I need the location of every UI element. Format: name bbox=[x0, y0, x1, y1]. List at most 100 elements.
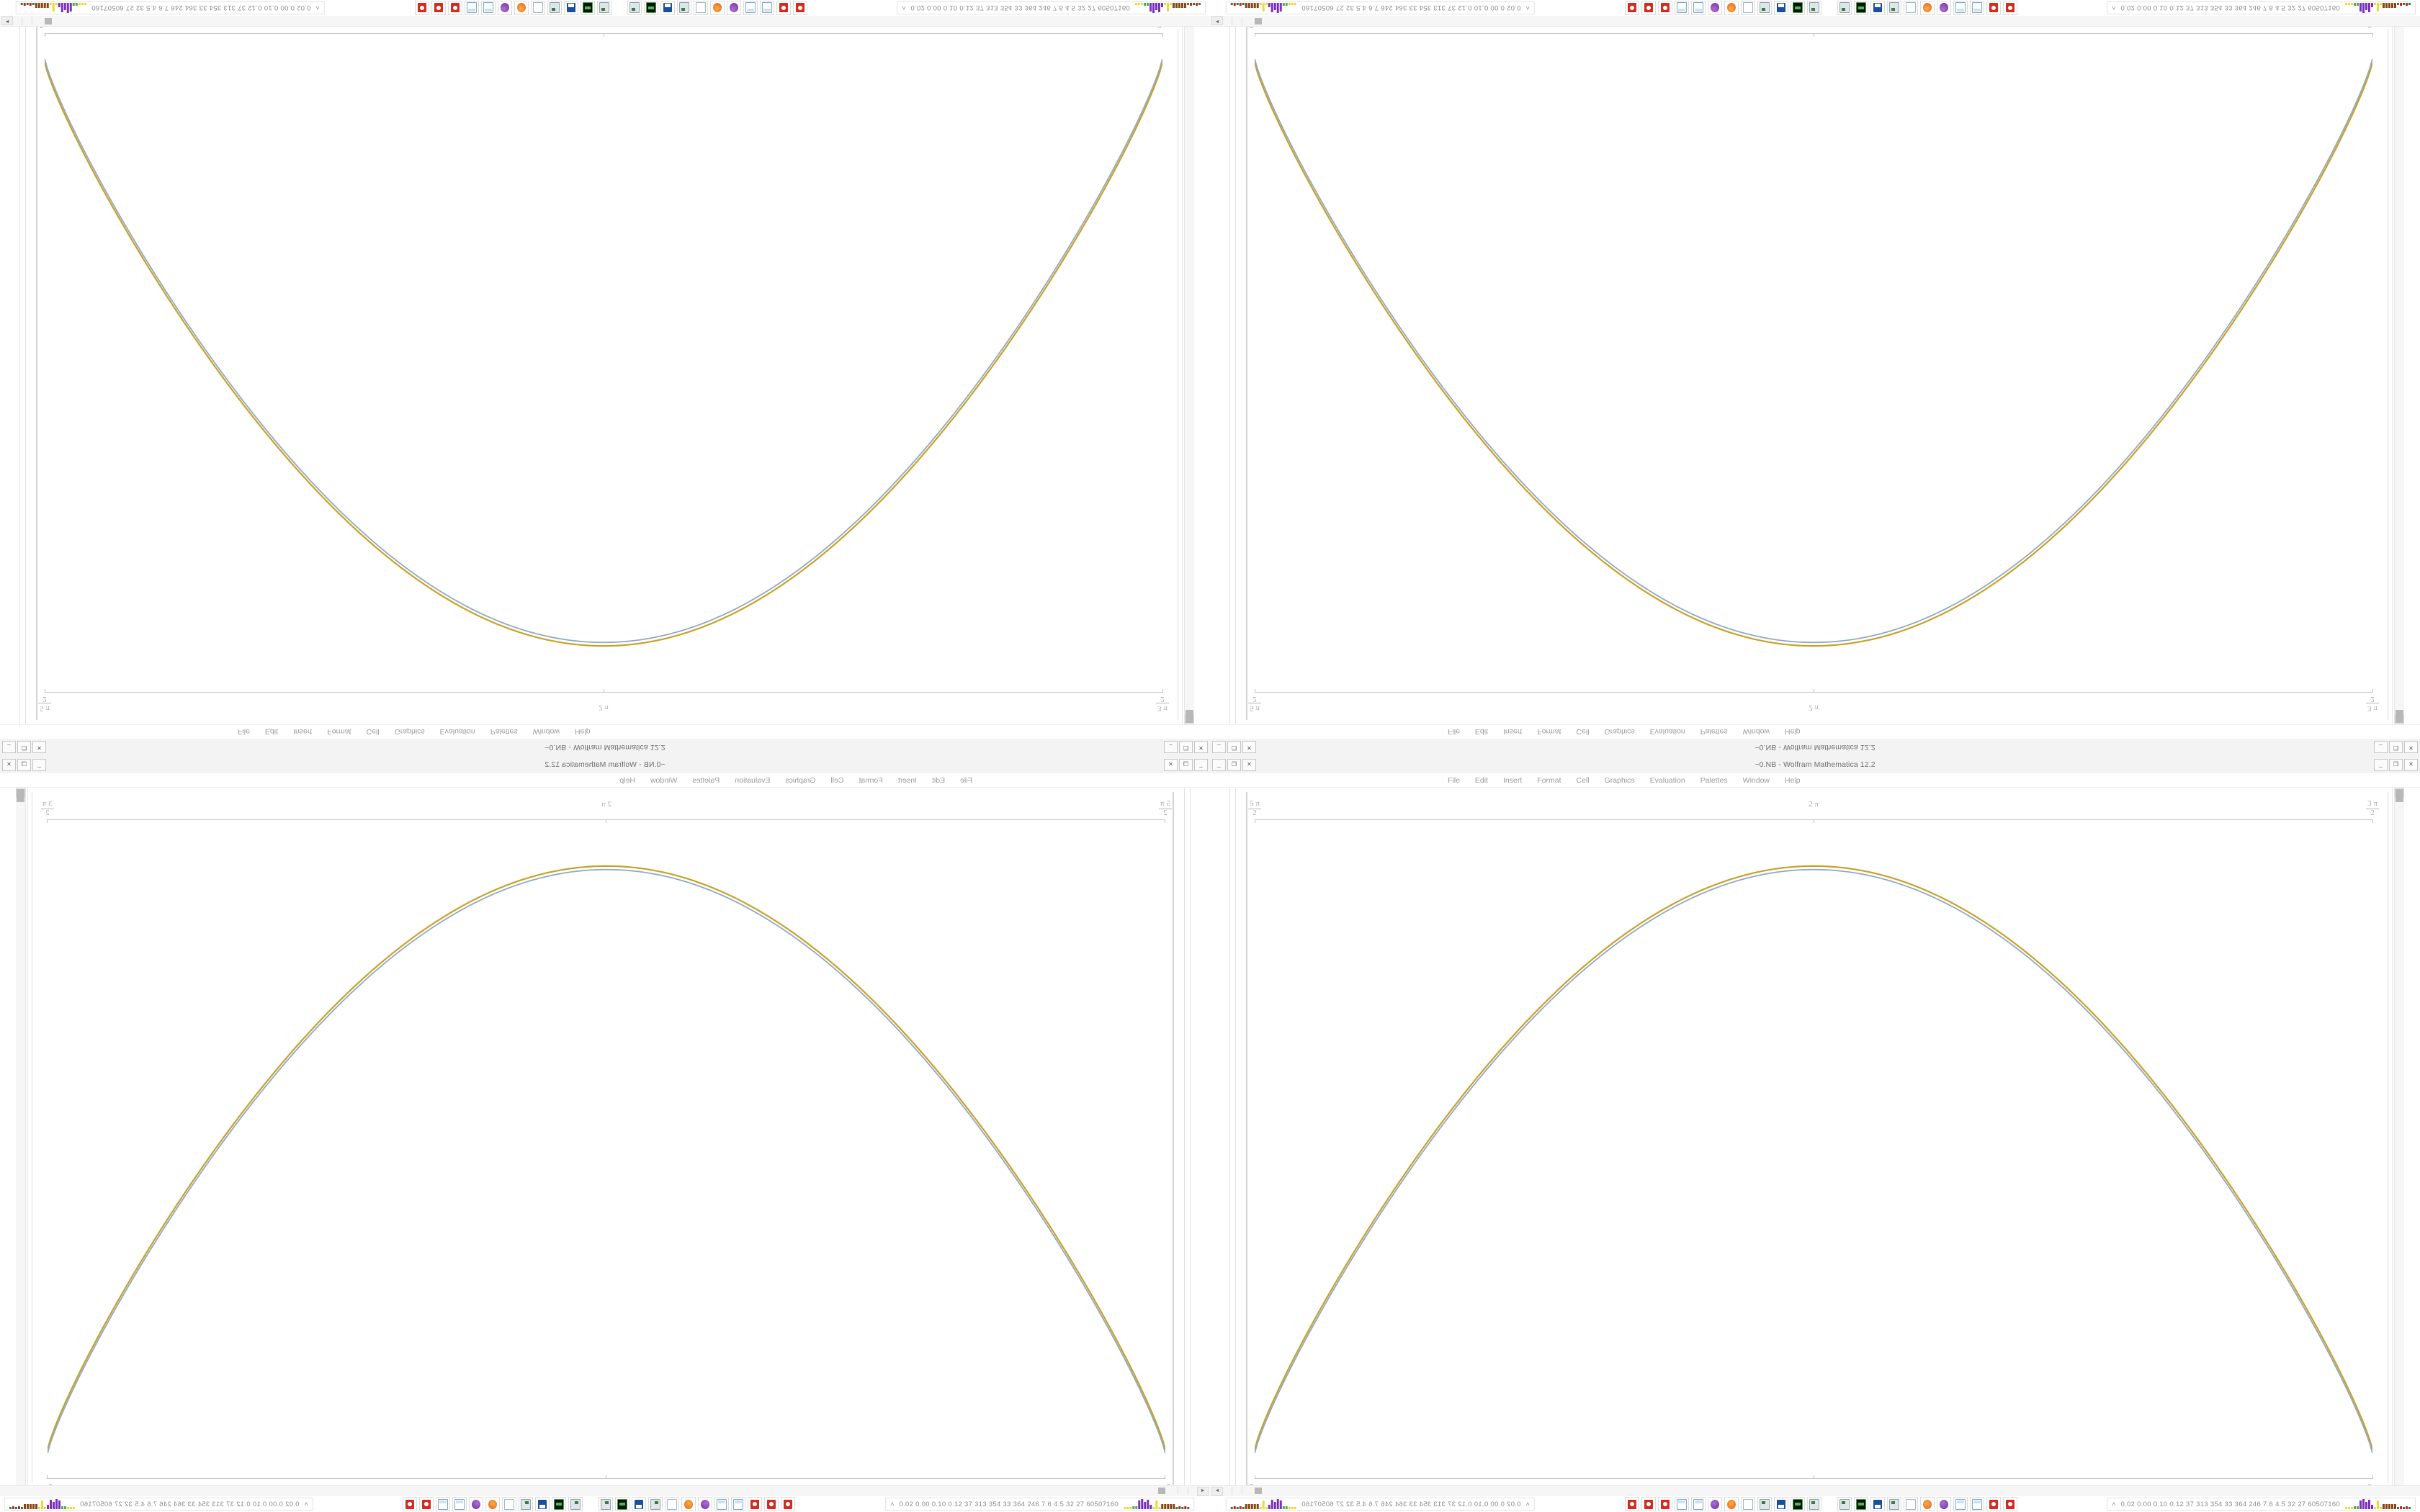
scrollbar-thumb[interactable] bbox=[17, 789, 24, 802]
scroll-left-arrow[interactable]: ◄ bbox=[1, 16, 13, 25]
maximize-button[interactable]: ❐ bbox=[1179, 758, 1193, 771]
menu-item-cell[interactable]: Cell bbox=[1576, 775, 1590, 785]
scrollbar-thumb[interactable] bbox=[1186, 710, 1193, 723]
calculator-icon[interactable] bbox=[1953, 1497, 1968, 1511]
menu-item-cell[interactable]: Cell bbox=[830, 775, 844, 785]
maximize-button[interactable]: ❐ bbox=[1179, 741, 1193, 754]
monitor-icon[interactable] bbox=[1757, 1, 1772, 15]
terminal-icon[interactable] bbox=[1853, 1497, 1868, 1511]
plot-output-cell[interactable]: 5 π22 π3 π2 5 π22 π3 π2 bbox=[41, 793, 1172, 1508]
plot-output-cell[interactable]: 5 π22 π3 π2 5 π22 π3 π2 bbox=[38, 4, 1169, 719]
gear-icon[interactable] bbox=[419, 1497, 434, 1511]
floppy-disk-icon[interactable] bbox=[1870, 1497, 1885, 1511]
menu-item-format[interactable]: Format bbox=[1537, 727, 1561, 737]
calculator-icon[interactable] bbox=[1674, 1497, 1689, 1511]
purple-orb-icon[interactable] bbox=[698, 1497, 713, 1511]
menu-item-format[interactable]: Format bbox=[1537, 775, 1561, 785]
close-button[interactable]: ✕ bbox=[1242, 758, 1256, 771]
purple-orb-icon[interactable] bbox=[1707, 1497, 1722, 1511]
menu-item-palettes[interactable]: Palettes bbox=[490, 727, 518, 737]
system-tray[interactable]: ˄ 0.02 0.00 0.10 0.12 37 313 354 33 364 2… bbox=[16, 1, 325, 14]
remote-desktop-icon[interactable] bbox=[596, 1, 611, 15]
floppy-disk-icon[interactable] bbox=[1870, 1, 1885, 15]
maximize-button[interactable]: ❐ bbox=[1227, 741, 1241, 754]
gear-icon[interactable] bbox=[431, 1, 446, 15]
maximize-button[interactable]: ❐ bbox=[17, 741, 31, 754]
horizontal-scrollbar[interactable]: ◄ bbox=[1210, 1485, 2420, 1496]
tray-expand-icon[interactable]: ˄ bbox=[1525, 1500, 1530, 1508]
monitor-icon[interactable] bbox=[676, 1, 691, 15]
floppy-disk-icon[interactable] bbox=[1773, 1, 1788, 15]
gear-icon[interactable] bbox=[1641, 1497, 1656, 1511]
cell-bracket[interactable] bbox=[36, 1, 37, 720]
maximize-button[interactable]: ❐ bbox=[17, 758, 31, 771]
system-tray[interactable]: ˄ 0.02 0.00 0.10 0.12 37 313 354 33 364 2… bbox=[2107, 1498, 2416, 1511]
menu-item-window[interactable]: Window bbox=[1742, 775, 1770, 785]
calculator-icon[interactable] bbox=[1969, 1497, 1984, 1511]
terminal-icon[interactable] bbox=[1790, 1497, 1805, 1511]
notepad-icon[interactable] bbox=[693, 1, 708, 15]
gear-icon[interactable] bbox=[781, 1497, 796, 1511]
firefox-icon[interactable] bbox=[485, 1497, 501, 1511]
menu-item-format[interactable]: Format bbox=[859, 775, 883, 785]
gear-icon[interactable] bbox=[2002, 1497, 2017, 1511]
scroll-left-arrow[interactable]: ◄ bbox=[1211, 1487, 1223, 1496]
floppy-disk-icon[interactable] bbox=[1773, 1497, 1788, 1511]
menu-item-help[interactable]: Help bbox=[575, 727, 591, 737]
calculator-icon[interactable] bbox=[731, 1497, 746, 1511]
vertical-scrollbar[interactable]: ▲ ▼ bbox=[2394, 788, 2404, 1512]
notepad-icon[interactable] bbox=[1903, 1, 1918, 15]
system-tray[interactable]: ˄ 0.02 0.00 0.10 0.12 37 313 354 33 364 2… bbox=[4, 1498, 313, 1511]
gear-icon[interactable] bbox=[403, 1497, 418, 1511]
notepad-icon[interactable] bbox=[530, 1, 545, 15]
gear-icon[interactable] bbox=[1624, 1, 1639, 15]
scrollbar-thumb[interactable] bbox=[2396, 789, 2403, 802]
gear-icon[interactable] bbox=[414, 1, 429, 15]
calculator-icon[interactable] bbox=[1690, 1497, 1706, 1511]
menu-item-edit[interactable]: Edit bbox=[264, 727, 279, 737]
horizontal-scrollbar[interactable]: ◄ bbox=[1210, 16, 2420, 27]
plot-output-cell[interactable]: 5 π22 π3 π2 5 π22 π3 π2 bbox=[1248, 793, 2379, 1508]
menu-item-format[interactable]: Format bbox=[327, 727, 351, 737]
notepad-icon[interactable] bbox=[502, 1497, 517, 1511]
calculator-icon[interactable] bbox=[759, 1, 774, 15]
firefox-icon[interactable] bbox=[1919, 1, 1935, 15]
calculator-icon[interactable] bbox=[464, 1, 479, 15]
firefox-icon[interactable] bbox=[681, 1497, 696, 1511]
firefox-icon[interactable] bbox=[514, 1, 529, 15]
monitor-icon[interactable] bbox=[1886, 1, 1901, 15]
menu-item-window[interactable]: Window bbox=[1742, 727, 1770, 737]
vertical-scrollbar[interactable]: ▲ ▼ bbox=[16, 788, 26, 1512]
remote-desktop-icon[interactable] bbox=[627, 1, 642, 15]
calculator-icon[interactable] bbox=[743, 1, 758, 15]
menu-item-file[interactable]: File bbox=[1448, 727, 1460, 737]
monitor-icon[interactable] bbox=[547, 1, 562, 15]
menu-item-evaluation[interactable]: Evaluation bbox=[735, 775, 771, 785]
cell-bracket[interactable] bbox=[1246, 1, 1247, 720]
menu-item-evaluation[interactable]: Evaluation bbox=[1649, 775, 1685, 785]
tray-expand-icon[interactable]: ˄ bbox=[902, 4, 906, 12]
system-tray[interactable]: ˄ 0.02 0.00 0.10 0.12 37 313 354 33 364 2… bbox=[1226, 1498, 1535, 1511]
floppy-disk-icon[interactable] bbox=[535, 1497, 550, 1511]
calculator-icon[interactable] bbox=[1674, 1, 1689, 15]
minimize-button[interactable]: _ bbox=[1194, 758, 1208, 771]
tray-expand-icon[interactable]: ˄ bbox=[315, 4, 320, 12]
minimize-button[interactable]: _ bbox=[1212, 758, 1226, 771]
menu-item-file[interactable]: File bbox=[238, 727, 250, 737]
menu-item-graphics[interactable]: Graphics bbox=[1604, 727, 1635, 737]
gear-icon[interactable] bbox=[2002, 1, 2017, 15]
monitor-icon[interactable] bbox=[519, 1497, 534, 1511]
menu-item-graphics[interactable]: Graphics bbox=[1604, 775, 1635, 785]
remote-desktop-icon[interactable] bbox=[1837, 1497, 1852, 1511]
calculator-icon[interactable] bbox=[480, 1, 496, 15]
horizontal-scrollbar[interactable]: ◄ bbox=[0, 16, 1210, 27]
notepad-icon[interactable] bbox=[665, 1497, 680, 1511]
gear-icon[interactable] bbox=[1986, 1497, 2001, 1511]
minimize-button[interactable]: _ bbox=[32, 758, 46, 771]
menu-item-insert[interactable]: Insert bbox=[293, 727, 313, 737]
remote-desktop-icon[interactable] bbox=[1806, 1, 1821, 15]
gear-icon[interactable] bbox=[1641, 1, 1656, 15]
hscrollbar-thumb[interactable] bbox=[1158, 1488, 1165, 1494]
hscrollbar-thumb[interactable] bbox=[1255, 18, 1262, 24]
close-button[interactable]: ✕ bbox=[32, 741, 46, 754]
